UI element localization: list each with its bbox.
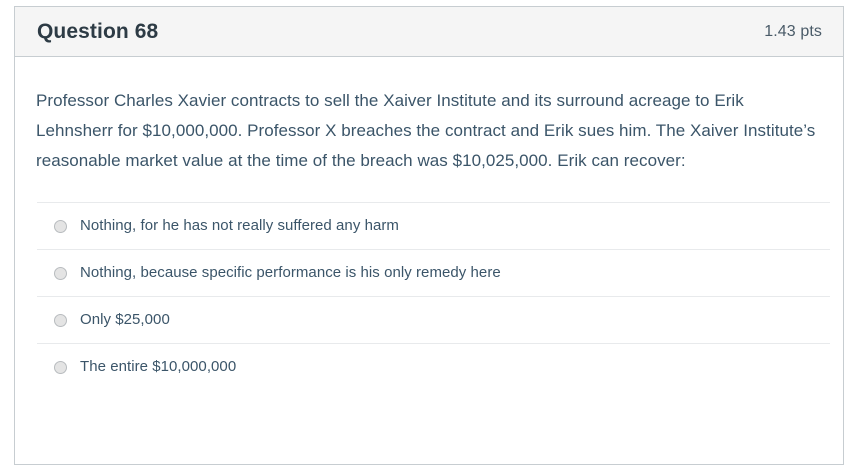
answer-option-label: The entire $10,000,000 xyxy=(80,358,237,375)
question-body: Professor Charles Xavier contracts to se… xyxy=(15,57,843,390)
answer-options-list: Nothing, for he has not really suffered … xyxy=(36,202,830,390)
question-header: Question 68 1.43 pts xyxy=(15,7,843,57)
answer-option-label: Only $25,000 xyxy=(80,311,170,328)
radio-button-icon[interactable] xyxy=(54,313,67,327)
answer-option-4[interactable]: The entire $10,000,000 xyxy=(37,343,830,390)
answer-option-label: Nothing, for he has not really suffered … xyxy=(80,217,399,234)
answer-option-3[interactable]: Only $25,000 xyxy=(37,296,830,343)
answer-option-2[interactable]: Nothing, because specific performance is… xyxy=(37,249,830,296)
answer-option-1[interactable]: Nothing, for he has not really suffered … xyxy=(37,202,830,249)
page-title: Question 68 xyxy=(37,19,159,43)
answer-option-label: Nothing, because specific performance is… xyxy=(80,264,501,281)
question-points-label: 1.43 pts xyxy=(764,22,822,40)
question-prompt-text: Professor Charles Xavier contracts to se… xyxy=(36,91,816,170)
radio-button-icon[interactable] xyxy=(54,266,67,280)
radio-button-icon[interactable] xyxy=(54,219,67,233)
radio-button-icon[interactable] xyxy=(54,360,67,374)
question-card: Question 68 1.43 pts Professor Charles X… xyxy=(14,6,844,465)
